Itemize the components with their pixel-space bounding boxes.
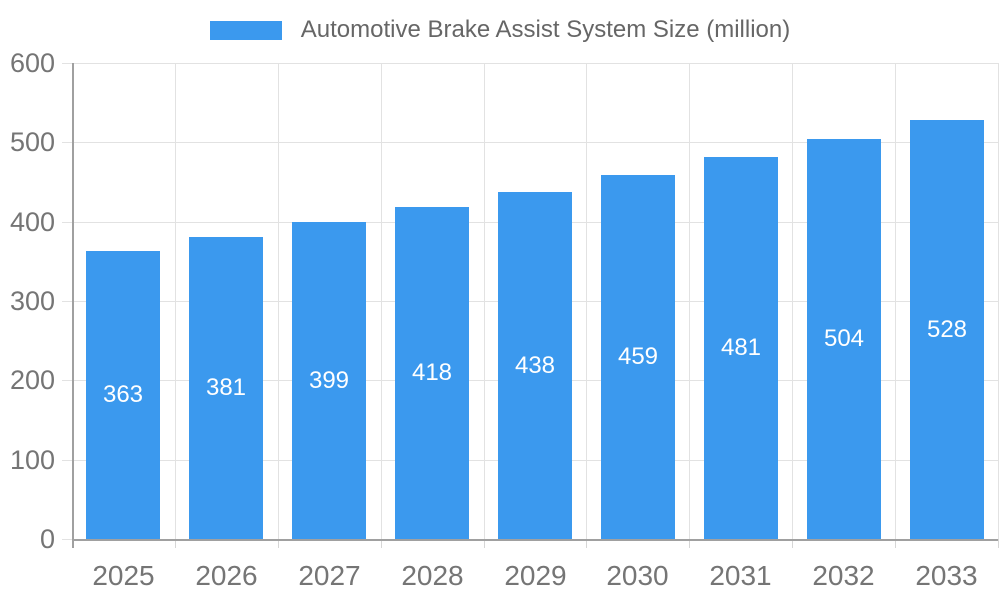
y-axis-label: 500 [9,127,55,157]
bar-value-label: 528 [926,315,968,343]
legend-swatch-icon [209,20,282,40]
x-tick-mark [484,539,485,548]
y-gridline [72,142,998,143]
bar: 481 [704,157,778,539]
bar-value-label: 399 [308,366,350,394]
y-tick-mark [62,380,72,381]
bar: 381 [189,237,263,539]
x-axis-label: 2025 [92,560,155,591]
x-gridline [689,63,690,539]
x-axis-label: 2027 [298,560,361,591]
x-gridline [792,63,793,539]
x-gridline [278,63,279,539]
x-axis-label: 2031 [709,560,772,591]
bar: 504 [807,139,881,539]
x-axis-label: 2026 [195,560,258,591]
x-axis-label: 2028 [401,560,464,591]
x-tick-mark [689,539,690,548]
y-tick-mark [62,460,72,461]
bar: 418 [395,207,469,539]
bar-value-label: 381 [205,374,247,401]
bar-value-label: 438 [514,351,556,379]
x-axis-label: 2030 [606,560,669,591]
y-axis-label: 100 [9,445,55,475]
y-tick-mark [62,63,72,64]
legend: Automotive Brake Assist System Size (mil… [0,16,1000,44]
x-tick-mark [792,539,793,548]
y-axis-label: 0 [39,524,55,554]
y-tick-mark [62,301,72,302]
legend-label: Automotive Brake Assist System Size (mil… [300,16,791,43]
x-tick-mark [586,539,587,548]
bar-value-label: 504 [823,325,865,352]
x-gridline [175,63,176,539]
x-tick-mark [175,539,176,548]
bar: 528 [910,120,984,539]
x-axis-label: 2029 [504,560,567,591]
x-gridline [381,63,382,539]
x-axis-label: 2033 [915,560,978,591]
bar: 363 [86,251,160,539]
y-axis-line [72,63,74,539]
x-axis-line [72,539,998,541]
x-gridline [998,63,999,539]
y-tick-mark [62,539,72,540]
y-axis-label: 600 [9,48,55,78]
x-tick-mark [381,539,382,548]
bar-value-label: 481 [720,334,762,361]
x-tick-mark [998,539,999,548]
bar-value-label: 363 [102,381,144,408]
bar: 438 [498,192,572,539]
x-axis-label: 2032 [812,560,875,591]
bar: 459 [601,175,675,539]
bar-value-label: 418 [411,359,453,386]
y-gridline [72,63,998,64]
y-axis-label: 200 [9,365,55,395]
y-tick-mark [62,142,72,143]
x-gridline [895,63,896,539]
bar: 399 [292,222,366,539]
x-gridline [586,63,587,539]
x-tick-mark [278,539,279,548]
x-tick-mark [895,539,896,548]
y-tick-mark [62,222,72,223]
x-tick-mark [72,539,74,548]
bar-value-label: 459 [617,343,659,370]
x-gridline [484,63,485,539]
y-axis-label: 300 [9,286,55,316]
y-axis-label: 400 [9,207,55,237]
